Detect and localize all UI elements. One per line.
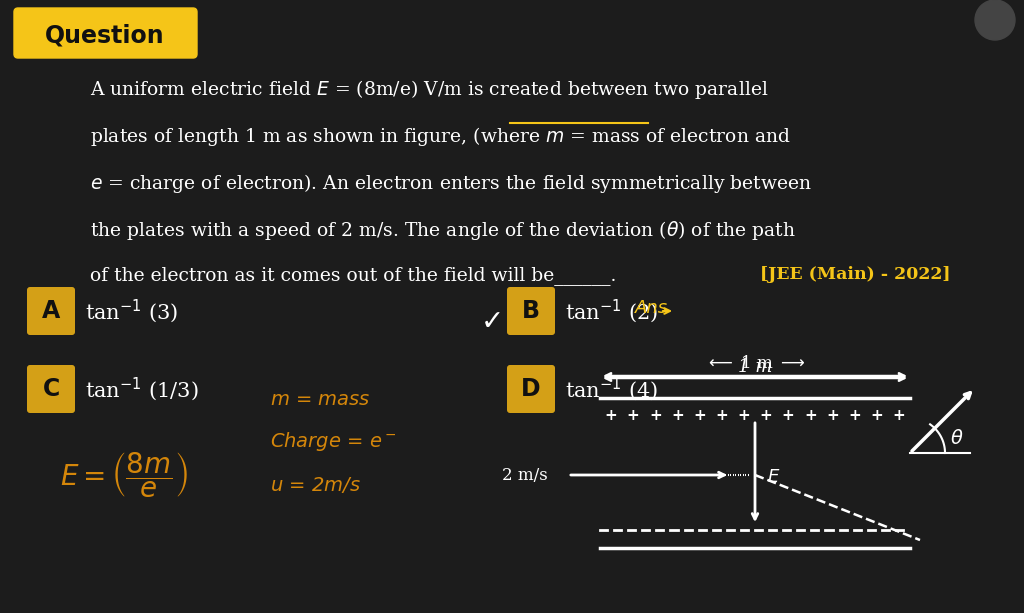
Text: $E$: $E$ <box>767 468 780 487</box>
Text: +: + <box>627 408 640 422</box>
Text: $m$ = mass: $m$ = mass <box>270 390 371 409</box>
Text: $e$ = charge of electron). An electron enters the field symmetrically between: $e$ = charge of electron). An electron e… <box>90 172 812 195</box>
Text: tan$^{-1}$ (1/3): tan$^{-1}$ (1/3) <box>85 375 199 403</box>
Text: $u$ = 2m/s: $u$ = 2m/s <box>270 475 360 495</box>
Text: ✓: ✓ <box>480 308 504 336</box>
Text: plates of length 1 m as shown in figure, (where $m$ = mass of electron and: plates of length 1 m as shown in figure,… <box>90 125 791 148</box>
Text: 2 m/s: 2 m/s <box>502 466 548 484</box>
Text: +: + <box>760 408 772 422</box>
Text: +: + <box>848 408 861 422</box>
Text: +: + <box>716 408 728 422</box>
FancyBboxPatch shape <box>507 365 555 413</box>
Text: +: + <box>870 408 883 422</box>
Text: A: A <box>42 299 60 323</box>
FancyBboxPatch shape <box>14 8 197 58</box>
Text: tan$^{-1}$ (4): tan$^{-1}$ (4) <box>565 375 658 403</box>
Text: A uniform electric field $E$ = (8m/e) V/m is created between two parallel: A uniform electric field $E$ = (8m/e) V/… <box>90 78 769 101</box>
Text: +: + <box>671 408 684 422</box>
FancyBboxPatch shape <box>507 287 555 335</box>
Text: B: B <box>522 299 540 323</box>
Text: [JEE (Main) - 2022]: [JEE (Main) - 2022] <box>760 266 950 283</box>
Text: +: + <box>826 408 839 422</box>
Text: the plates with a speed of 2 m/s. The angle of the deviation ($\theta$) of the p: the plates with a speed of 2 m/s. The an… <box>90 219 796 242</box>
Text: +: + <box>693 408 706 422</box>
Text: of the electron as it comes out of the field will be______.: of the electron as it comes out of the f… <box>90 266 616 285</box>
Circle shape <box>975 0 1015 40</box>
Text: Charge = $e^-$: Charge = $e^-$ <box>270 430 396 453</box>
Text: Ans: Ans <box>635 299 668 317</box>
Text: +: + <box>893 408 905 422</box>
Text: C: C <box>42 377 59 401</box>
Text: $\theta$: $\theta$ <box>950 428 964 447</box>
Text: $\longleftarrow$ 1 m $\longrightarrow$: $\longleftarrow$ 1 m $\longrightarrow$ <box>705 355 805 372</box>
Text: +: + <box>737 408 751 422</box>
Text: D: D <box>521 377 541 401</box>
Text: +: + <box>605 408 617 422</box>
FancyBboxPatch shape <box>27 287 75 335</box>
Text: +: + <box>804 408 817 422</box>
Text: 1 m: 1 m <box>738 358 772 376</box>
Text: Question: Question <box>45 24 165 48</box>
Text: +: + <box>782 408 795 422</box>
Text: tan$^{-1}$ (2): tan$^{-1}$ (2) <box>565 297 658 325</box>
Text: +: + <box>649 408 662 422</box>
Text: $E=\left(\dfrac{8m}{e}\right)$: $E=\left(\dfrac{8m}{e}\right)$ <box>60 450 187 500</box>
Text: tan$^{-1}$ (3): tan$^{-1}$ (3) <box>85 297 178 325</box>
FancyBboxPatch shape <box>27 365 75 413</box>
